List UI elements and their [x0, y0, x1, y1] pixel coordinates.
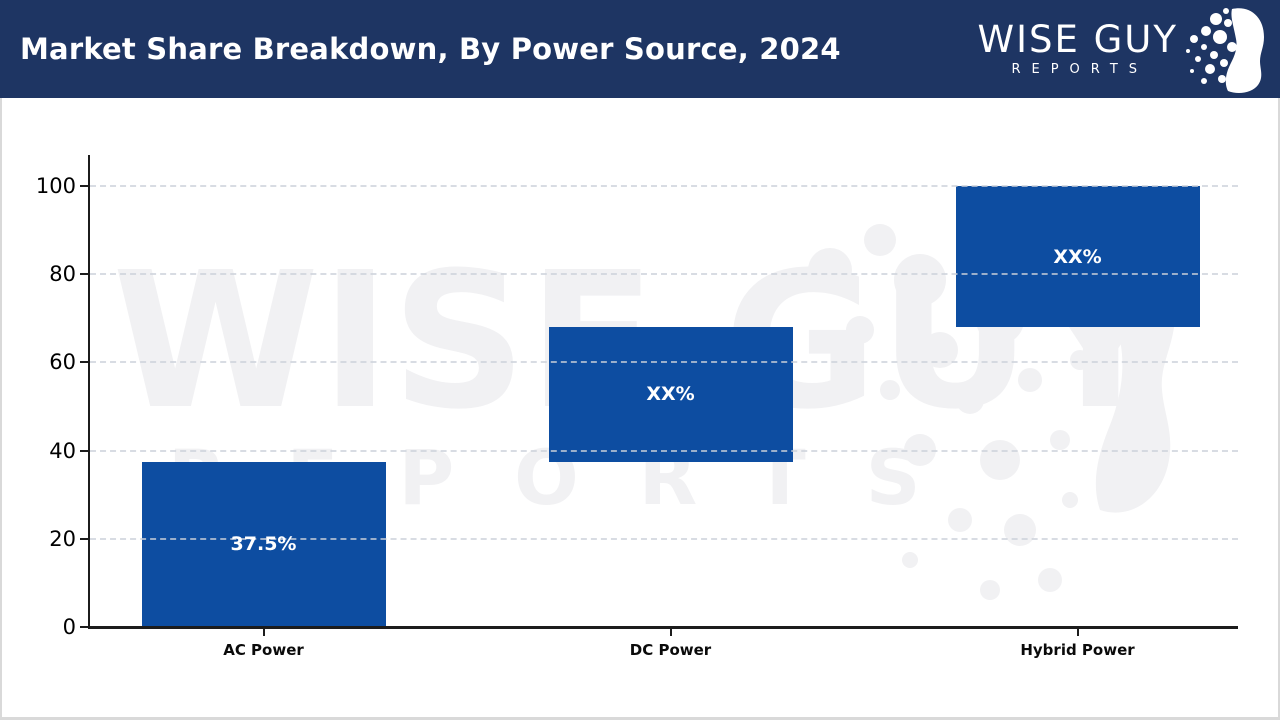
y-tick-label-0: 0: [62, 615, 76, 639]
bar-value-label: XX%: [1053, 245, 1102, 268]
bar-dc-power: [548, 327, 793, 462]
page-border-right: [1278, 98, 1280, 720]
bar-value-label: 37.5%: [230, 533, 297, 556]
logo-wordmark: WISE GUY: [977, 18, 1178, 61]
gridline-40: [90, 449, 1238, 452]
y-tick-label-40: 40: [49, 438, 76, 463]
gridline-20: [90, 537, 1238, 540]
y-tick-label-20: 20: [49, 526, 76, 551]
x-tick-1: [669, 629, 672, 636]
header-bar: Market Share Breakdown, By Power Source,…: [0, 0, 1280, 98]
bar-hybrid-power: [955, 186, 1200, 328]
x-tick-2: [1076, 629, 1079, 636]
x-tick-0: [262, 629, 265, 636]
x-tick-label: Hybrid Power: [1020, 641, 1135, 659]
y-tick-0: [80, 626, 88, 628]
y-axis-line: [88, 155, 90, 629]
logo-subtext: REPORTS: [1011, 62, 1149, 77]
gridline-100: [90, 185, 1238, 187]
page-border-bottom: [0, 717, 1280, 720]
logo-text: WISE GUY REPORTS: [978, 21, 1178, 77]
x-tick-label: DC Power: [629, 641, 712, 659]
page-title: Market Share Breakdown, By Power Source,…: [20, 32, 841, 66]
y-tick-label-100: 100: [35, 174, 76, 198]
x-axis-line: [88, 626, 1238, 629]
brand-logo: WISE GUY REPORTS: [978, 3, 1280, 95]
y-tick-label-80: 80: [49, 262, 76, 287]
y-tick-60: [80, 361, 88, 364]
gridline-60: [90, 361, 1238, 364]
y-tick-label-60: 60: [49, 350, 76, 375]
bar-ac-power: [141, 461, 386, 627]
x-tick-label: AC Power: [223, 641, 304, 659]
y-tick-20: [80, 537, 88, 540]
y-tick-100: [80, 185, 88, 187]
y-tick-40: [80, 449, 88, 452]
gridline-80: [90, 273, 1238, 276]
y-tick-80: [80, 273, 88, 276]
bar-value-label: XX%: [646, 383, 695, 406]
logo-face-icon: [1186, 8, 1264, 93]
page-border-left: [0, 98, 2, 720]
